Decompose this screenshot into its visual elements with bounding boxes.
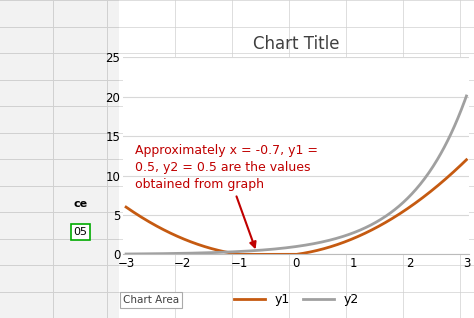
y1: [234, 252, 240, 256]
y1: [370, 228, 375, 232]
y2: [234, 250, 240, 253]
y1: [464, 158, 469, 162]
y2: [371, 222, 376, 225]
y1: [338, 241, 344, 245]
y2: [369, 223, 374, 226]
y1: [372, 227, 377, 231]
Legend: y1, y2: y1, y2: [228, 288, 364, 311]
Text: 05: 05: [73, 227, 88, 237]
y2: [258, 248, 264, 252]
Text: Approximately x = -0.7, y1 =
0.5, y2 = 0.5 are the values
obtained from graph: Approximately x = -0.7, y1 = 0.5, y2 = 0…: [135, 144, 318, 247]
y1: [123, 205, 129, 209]
Text: ce: ce: [73, 198, 88, 209]
y2: [337, 235, 343, 239]
y1: [164, 230, 170, 233]
y2: [464, 94, 469, 98]
y1: [259, 252, 264, 256]
y2: [123, 252, 129, 256]
y1: [237, 252, 242, 256]
Text: Chart Area: Chart Area: [123, 295, 179, 305]
Title: Chart Title: Chart Title: [253, 35, 339, 53]
y2: [164, 252, 170, 255]
Line: y2: y2: [126, 96, 466, 254]
Line: y1: y1: [126, 160, 466, 254]
